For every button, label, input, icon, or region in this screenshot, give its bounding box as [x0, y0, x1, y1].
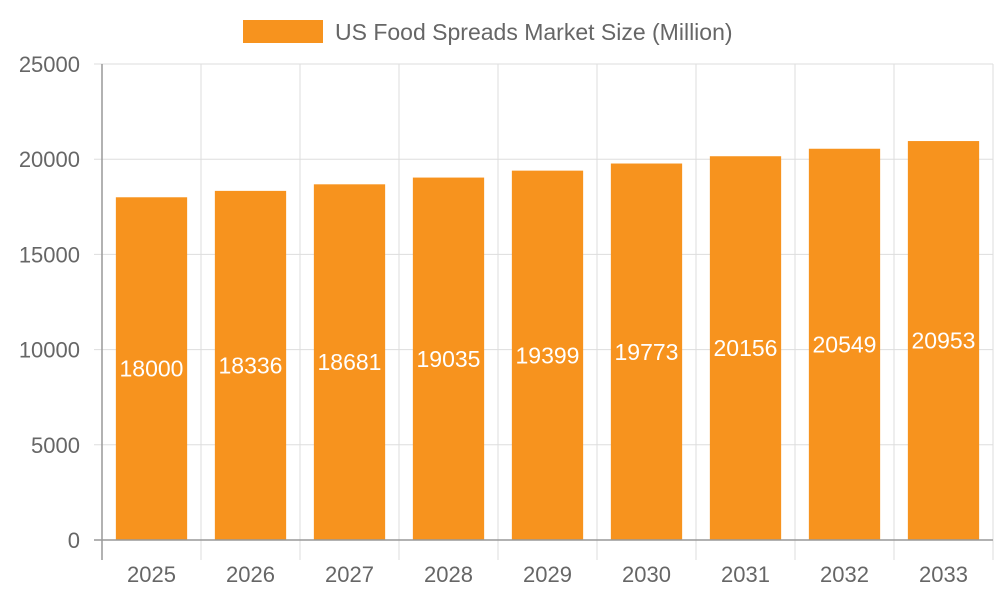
y-tick-label: 20000: [19, 147, 80, 172]
x-tick-label: 2032: [820, 562, 869, 587]
x-tick-label: 2025: [127, 562, 176, 587]
x-tick-label: 2027: [325, 562, 374, 587]
bar: [313, 184, 386, 540]
y-tick-label: 5000: [31, 433, 80, 458]
data-label: 20156: [714, 335, 778, 361]
bar: [709, 156, 782, 540]
data-label: 19399: [516, 342, 580, 368]
data-label: 18336: [219, 352, 283, 378]
legend-swatch: [243, 20, 323, 43]
legend: US Food Spreads Market Size (Million): [243, 19, 733, 45]
x-tick-label: 2026: [226, 562, 275, 587]
bar: [214, 190, 287, 540]
data-label: 20549: [813, 331, 877, 357]
bar: [412, 177, 485, 540]
x-tick-label: 2029: [523, 562, 572, 587]
x-tick-label: 2030: [622, 562, 671, 587]
bar: [907, 141, 980, 541]
data-label: 18000: [120, 356, 184, 382]
bar: [808, 148, 881, 540]
y-tick-label: 10000: [19, 338, 80, 363]
y-tick-label: 25000: [19, 52, 80, 77]
bar: [115, 197, 188, 540]
data-label: 18681: [318, 349, 382, 375]
data-label: 19035: [417, 346, 481, 372]
y-tick-label: 15000: [19, 242, 80, 267]
x-tick-label: 2028: [424, 562, 473, 587]
bar: [610, 163, 683, 540]
data-label: 20953: [912, 328, 976, 354]
legend-label: US Food Spreads Market Size (Million): [335, 19, 733, 45]
x-tick-label: 2033: [919, 562, 968, 587]
bar: [511, 170, 584, 540]
y-tick-label: 0: [68, 528, 80, 553]
data-label: 19773: [615, 339, 679, 365]
x-tick-label: 2031: [721, 562, 770, 587]
